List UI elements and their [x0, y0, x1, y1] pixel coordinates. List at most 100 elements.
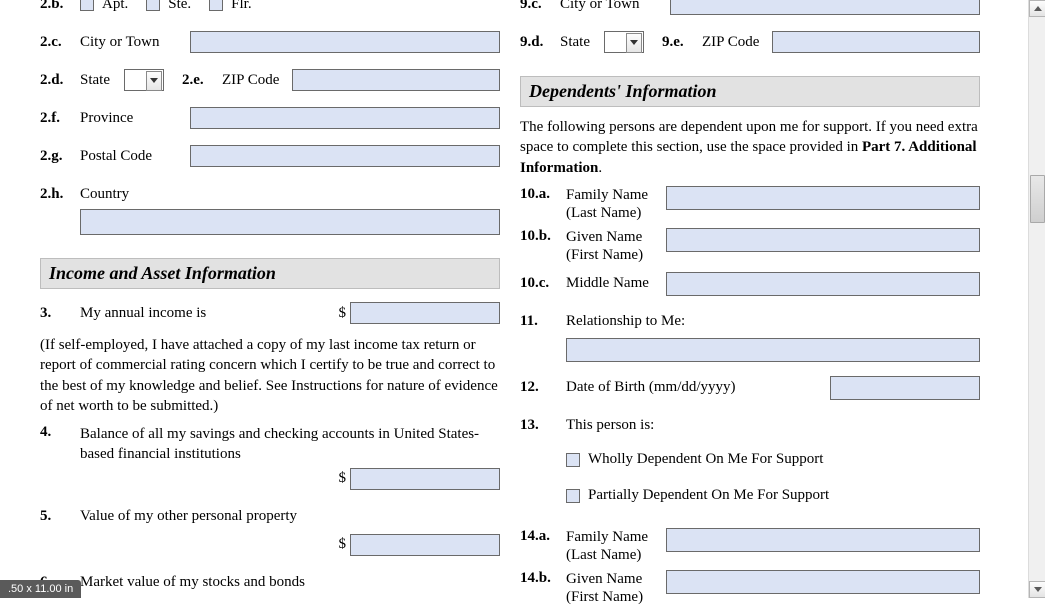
- label-14a-l1: Family Name: [566, 529, 648, 545]
- row-2g: 2.g. Postal Code: [40, 142, 500, 170]
- input-given-10b[interactable]: [666, 228, 980, 252]
- input-zip-2e[interactable]: [292, 69, 500, 91]
- label-12-num: 12.: [520, 379, 566, 396]
- label-9e: ZIP Code: [702, 34, 772, 51]
- label-10a-l1: Family Name: [566, 187, 648, 203]
- vertical-scrollbar[interactable]: [1028, 0, 1045, 598]
- label-apt: Apt.: [102, 0, 128, 13]
- label-2f-num: 2.f.: [40, 110, 80, 127]
- select-state-2d[interactable]: [124, 69, 164, 91]
- label-3: My annual income is: [80, 305, 339, 322]
- right-column: 9.c. City or Town 9.d. State 9.e. ZIP Co…: [520, 0, 980, 606]
- intro-c: .: [598, 160, 602, 176]
- row-2d-2e: 2.d. State 2.e. ZIP Code: [40, 66, 500, 94]
- section-income: Income and Asset Information: [40, 258, 500, 289]
- row-9d-9e: 9.d. State 9.e. ZIP Code: [520, 28, 980, 56]
- row-10c: 10.c. Middle Name: [520, 270, 980, 298]
- label-6: Market value of my stocks and bonds: [80, 574, 500, 591]
- row-4-field: $: [40, 465, 500, 493]
- label-4-num: 4.: [40, 424, 80, 441]
- row-13-opt1: Wholly Dependent On Me For Support: [520, 446, 980, 474]
- label-2g-num: 2.g.: [40, 148, 80, 165]
- select-state-9d[interactable]: [604, 31, 644, 53]
- input-family-10a[interactable]: [666, 186, 980, 210]
- dependents-intro: The following persons are dependent upon…: [520, 117, 980, 178]
- row-12: 12. Date of Birth (mm/dd/yyyy): [520, 374, 980, 402]
- form-page: 2.b. Apt. Ste. Flr. 2.c. City or Town 2.…: [0, 0, 1020, 610]
- label-9d: State: [560, 34, 604, 51]
- label-2h: Country: [80, 186, 129, 203]
- input-family-14a[interactable]: [666, 528, 980, 552]
- checkbox-apt[interactable]: [80, 0, 94, 11]
- label-2e: ZIP Code: [222, 72, 292, 89]
- input-income-3[interactable]: [350, 302, 500, 324]
- input-city-2c[interactable]: [190, 31, 500, 53]
- label-13: This person is:: [566, 417, 654, 434]
- scroll-down-button[interactable]: [1029, 581, 1045, 598]
- input-middle-10c[interactable]: [666, 272, 980, 296]
- label-4: Balance of all my savings and checking a…: [80, 424, 500, 465]
- left-column: 2.b. Apt. Ste. Flr. 2.c. City or Town 2.…: [40, 0, 500, 597]
- label-13-num: 13.: [520, 417, 566, 434]
- label-9c-num: 9.c.: [520, 0, 560, 13]
- input-city-9c[interactable]: [670, 0, 980, 15]
- label-10b-num: 10.b.: [520, 228, 566, 245]
- input-given-14b[interactable]: [666, 570, 980, 594]
- label-9c: City or Town: [560, 0, 670, 13]
- label-14a-num: 14.a.: [520, 528, 566, 545]
- input-balance-4[interactable]: [350, 468, 500, 490]
- row-2b: 2.b. Apt. Ste. Flr.: [40, 0, 500, 18]
- input-dob-12[interactable]: [830, 376, 980, 400]
- input-country-2h[interactable]: [80, 209, 500, 235]
- checkbox-wholly[interactable]: [566, 453, 580, 467]
- label-partially: Partially Dependent On Me For Support: [588, 487, 829, 504]
- label-5: Value of my other personal property: [80, 508, 500, 525]
- label-12: Date of Birth (mm/dd/yyyy): [566, 379, 830, 396]
- scroll-up-button[interactable]: [1029, 0, 1045, 17]
- label-14b-l1: Given Name: [566, 571, 642, 587]
- checkbox-partially[interactable]: [566, 489, 580, 503]
- label-10a-l2: (Last Name): [566, 205, 641, 221]
- checkbox-ste[interactable]: [146, 0, 160, 11]
- label-2c: City or Town: [80, 34, 190, 51]
- pdf-viewport: 2.b. Apt. Ste. Flr. 2.c. City or Town 2.…: [0, 0, 1045, 598]
- row-5-field: $: [40, 531, 500, 559]
- label-14a-l2: (Last Name): [566, 547, 641, 563]
- status-page-size: .50 x 11.00 in: [0, 580, 81, 598]
- dollar-3: $: [339, 305, 347, 322]
- row-14a: 14.a. Family Name (Last Name): [520, 528, 980, 564]
- label-10b: Given Name (First Name): [566, 228, 666, 264]
- label-9d-num: 9.d.: [520, 34, 560, 51]
- input-property-5[interactable]: [350, 534, 500, 556]
- row-13-opt2: Partially Dependent On Me For Support: [520, 482, 980, 510]
- label-ste: Ste.: [168, 0, 191, 13]
- row-2c: 2.c. City or Town: [40, 28, 500, 56]
- label-2f: Province: [80, 110, 190, 127]
- input-relationship-11[interactable]: [566, 338, 980, 362]
- label-3-num: 3.: [40, 305, 80, 322]
- row-2f: 2.f. Province: [40, 104, 500, 132]
- label-2d: State: [80, 72, 124, 89]
- row-14b: 14.b. Given Name (First Name): [520, 570, 980, 606]
- label-11: Relationship to Me:: [566, 313, 685, 330]
- label-14b-l2: (First Name): [566, 589, 643, 605]
- row-13: 13. This person is:: [520, 412, 980, 440]
- row-2h-field: [40, 208, 500, 236]
- label-10b-l1: Given Name: [566, 229, 642, 245]
- label-2h-num: 2.h.: [40, 186, 80, 203]
- label-14b: Given Name (First Name): [566, 570, 666, 606]
- row-4: 4. Balance of all my savings and checkin…: [40, 424, 500, 465]
- checkbox-flr[interactable]: [209, 0, 223, 11]
- input-zip-9e[interactable]: [772, 31, 980, 53]
- input-postal-2g[interactable]: [190, 145, 500, 167]
- input-province-2f[interactable]: [190, 107, 500, 129]
- row-11: 11. Relationship to Me:: [520, 308, 980, 336]
- scroll-thumb[interactable]: [1030, 175, 1045, 223]
- label-flr: Flr.: [231, 0, 251, 13]
- label-2b-num: 2.b.: [40, 0, 80, 13]
- label-11-num: 11.: [520, 313, 566, 330]
- row-6: 6. Market value of my stocks and bonds: [40, 569, 500, 597]
- row-9c: 9.c. City or Town: [520, 0, 980, 18]
- label-14b-num: 14.b.: [520, 570, 566, 587]
- dollar-4: $: [339, 470, 347, 487]
